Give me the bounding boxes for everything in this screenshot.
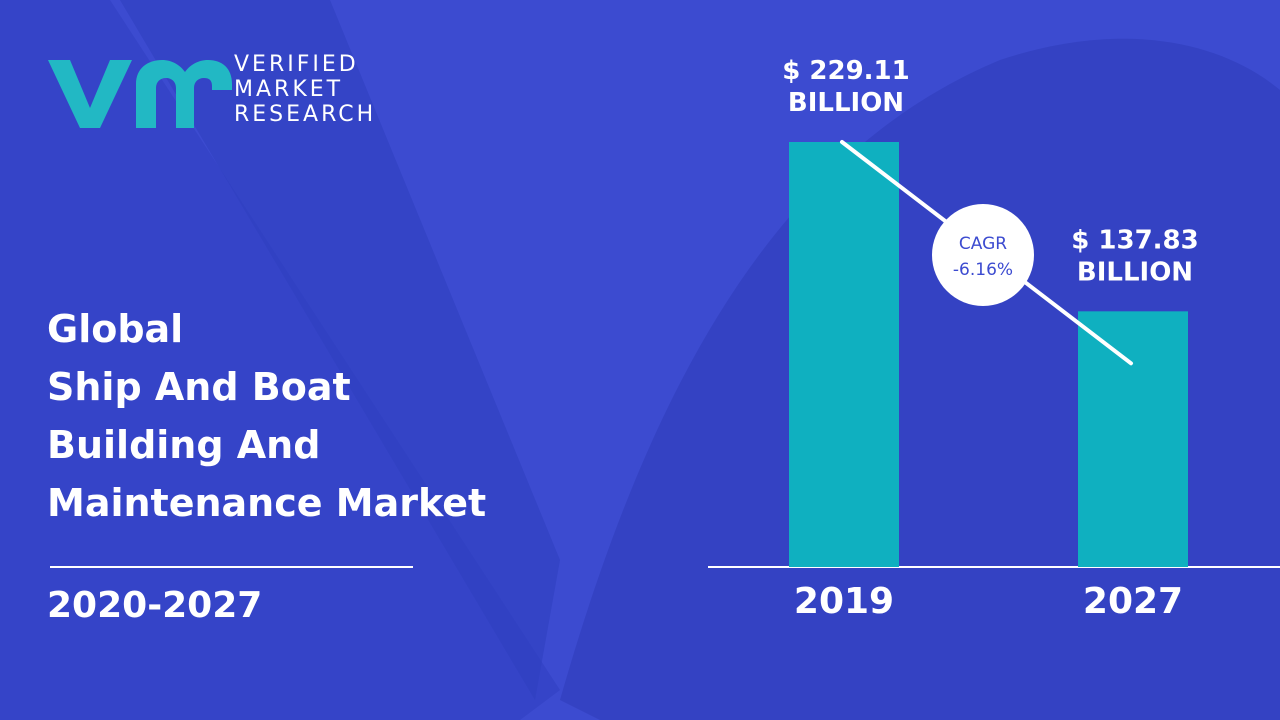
logo-word-verified: VERIFIED <box>234 52 359 77</box>
logo-text: VERIFIED MARKET RESEARCH <box>234 52 376 127</box>
cagr-label: CAGR <box>959 234 1007 254</box>
x-tick-label: 2027 <box>1083 581 1183 622</box>
title-line-2: Ship And Boat <box>47 365 351 409</box>
value-label-amount: $ 137.83 <box>1071 225 1198 255</box>
value-label-amount: $ 229.11 <box>782 56 909 86</box>
logo-word-market: MARKET <box>234 77 344 102</box>
title-line-4: Maintenance Market <box>47 481 487 525</box>
forecast-period: 2020-2027 <box>47 585 263 626</box>
logo-word-research: RESEARCH <box>234 102 377 127</box>
report-title: Global Ship And Boat Building And Mainte… <box>47 300 607 532</box>
vmr-logo <box>48 60 232 128</box>
x-tick-label: 2019 <box>794 581 894 622</box>
title-line-3: Building And <box>47 423 321 467</box>
title-line-1: Global <box>47 307 184 351</box>
bar-2019 <box>789 142 899 567</box>
cagr-value: -6.16% <box>953 260 1013 280</box>
title-divider <box>50 566 413 568</box>
value-label-unit: BILLION <box>788 88 904 118</box>
bar-2027 <box>1078 311 1188 567</box>
value-label-unit: BILLION <box>1077 257 1193 287</box>
cagr-badge <box>932 204 1034 306</box>
